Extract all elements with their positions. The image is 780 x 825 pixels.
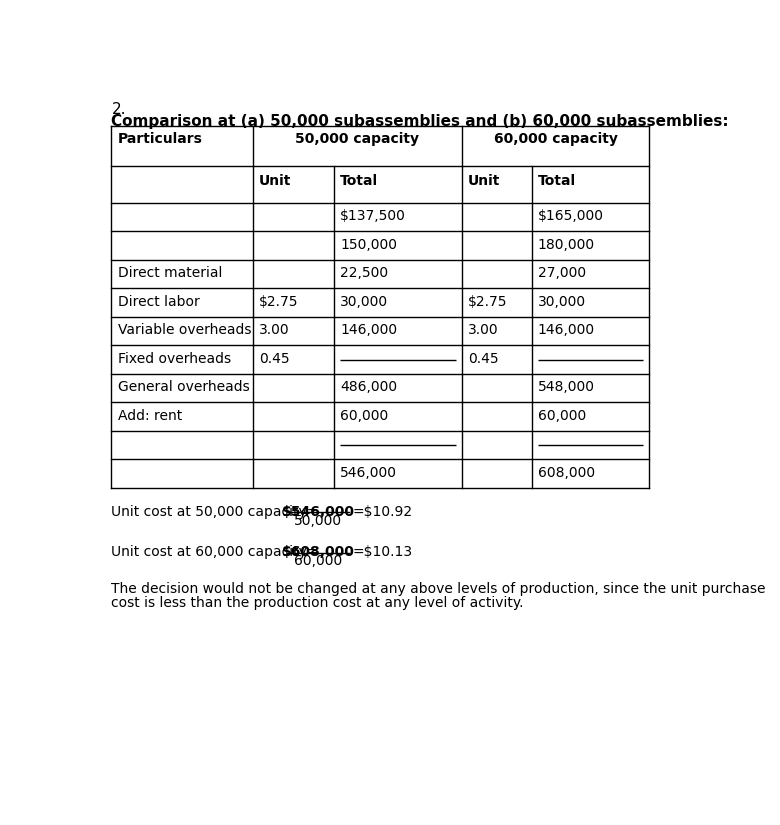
Text: Fixed overheads: Fixed overheads bbox=[118, 351, 231, 365]
Text: 30,000: 30,000 bbox=[340, 295, 388, 309]
Text: $608,000: $608,000 bbox=[282, 544, 355, 559]
Text: Total: Total bbox=[537, 174, 576, 188]
Text: $2.75: $2.75 bbox=[259, 295, 298, 309]
Text: 146,000: 146,000 bbox=[537, 323, 595, 337]
Text: 608,000: 608,000 bbox=[537, 465, 595, 479]
Text: The decision would not be changed at any above levels of production, since the u: The decision would not be changed at any… bbox=[112, 582, 766, 596]
Text: =$10.92: =$10.92 bbox=[353, 505, 413, 519]
Text: 146,000: 146,000 bbox=[340, 323, 397, 337]
Text: 50,000: 50,000 bbox=[294, 514, 342, 528]
Text: 0.45: 0.45 bbox=[259, 351, 289, 365]
Text: Variable overheads: Variable overheads bbox=[118, 323, 251, 337]
Text: Add: rent: Add: rent bbox=[118, 408, 182, 422]
Text: 60,000: 60,000 bbox=[537, 408, 586, 422]
Text: Unit: Unit bbox=[259, 174, 291, 188]
Text: Unit: Unit bbox=[468, 174, 500, 188]
Text: 486,000: 486,000 bbox=[340, 380, 397, 394]
Text: =$10.13: =$10.13 bbox=[353, 544, 413, 559]
Text: 60,000: 60,000 bbox=[340, 408, 388, 422]
Text: 50,000 capacity: 50,000 capacity bbox=[295, 132, 419, 146]
Text: General overheads: General overheads bbox=[118, 380, 250, 394]
Text: 30,000: 30,000 bbox=[537, 295, 586, 309]
Text: 60,000 capacity: 60,000 capacity bbox=[494, 132, 618, 146]
Text: Direct material: Direct material bbox=[118, 266, 222, 281]
Text: 150,000: 150,000 bbox=[340, 238, 397, 252]
Text: 548,000: 548,000 bbox=[537, 380, 594, 394]
Text: 0.45: 0.45 bbox=[468, 351, 498, 365]
Text: $2.75: $2.75 bbox=[468, 295, 508, 309]
Text: 2.: 2. bbox=[112, 102, 126, 117]
Text: 180,000: 180,000 bbox=[537, 238, 595, 252]
Text: 27,000: 27,000 bbox=[537, 266, 586, 281]
Text: 60,000: 60,000 bbox=[294, 554, 342, 568]
Text: Total: Total bbox=[340, 174, 378, 188]
Text: $546,000: $546,000 bbox=[282, 505, 355, 519]
Text: 546,000: 546,000 bbox=[340, 465, 397, 479]
Text: 3.00: 3.00 bbox=[468, 323, 498, 337]
Text: $165,000: $165,000 bbox=[537, 209, 604, 223]
Text: Unit cost at 50,000 capacity=: Unit cost at 50,000 capacity= bbox=[112, 505, 319, 519]
Text: Comparison at (a) 50,000 subassemblies and (b) 60,000 subassemblies:: Comparison at (a) 50,000 subassemblies a… bbox=[112, 115, 729, 130]
Text: Unit cost at 60,000 capacity=: Unit cost at 60,000 capacity= bbox=[112, 544, 319, 559]
Text: $137,500: $137,500 bbox=[340, 209, 406, 223]
Text: Particulars: Particulars bbox=[118, 132, 203, 146]
Text: 22,500: 22,500 bbox=[340, 266, 388, 281]
Text: 3.00: 3.00 bbox=[259, 323, 289, 337]
Text: cost is less than the production cost at any level of activity.: cost is less than the production cost at… bbox=[112, 596, 524, 610]
Text: Direct labor: Direct labor bbox=[118, 295, 200, 309]
